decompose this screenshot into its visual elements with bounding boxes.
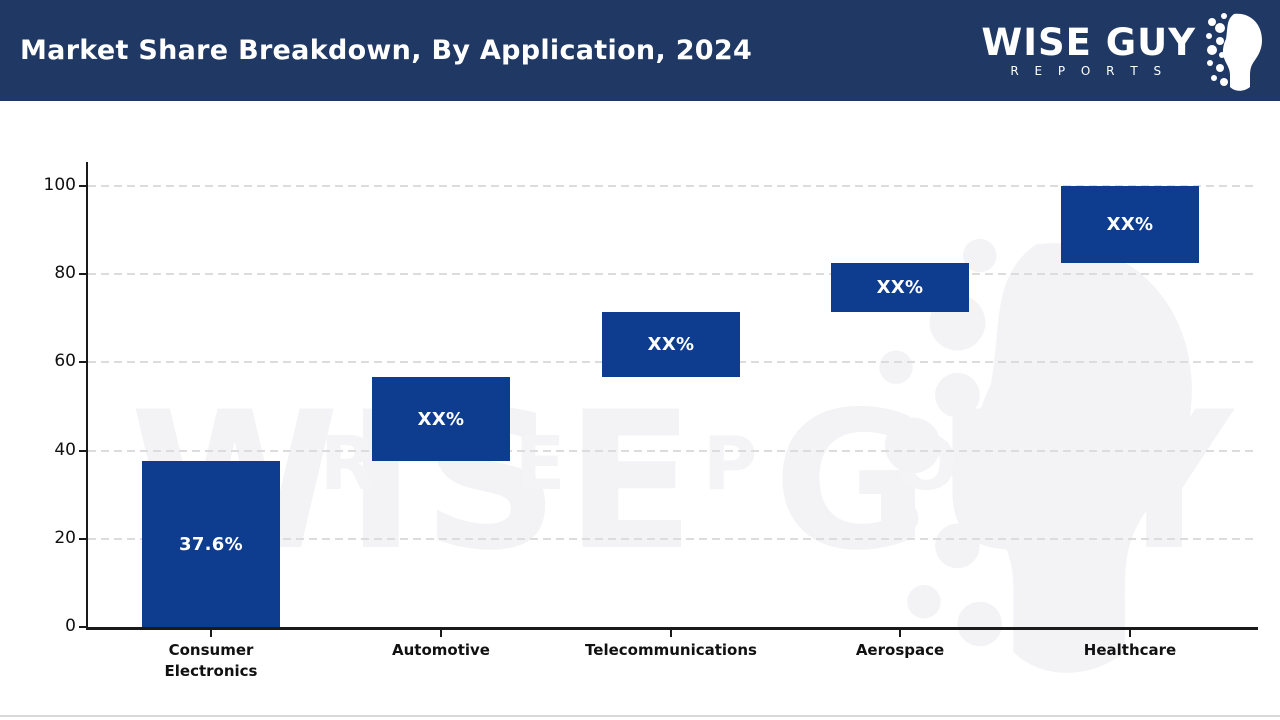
x-tick-mark xyxy=(1129,630,1131,637)
watermark-text-1: WISE GUY xyxy=(130,371,1239,592)
y-axis-tick-label: 20 xyxy=(54,527,76,548)
y-tick-mark xyxy=(79,361,88,364)
y-axis-tick-label: 100 xyxy=(43,175,76,195)
bar-value-label: XX% xyxy=(1106,214,1154,236)
y-tick-mark xyxy=(79,626,88,628)
wiseguy-logo: WISE GUY R E P O R T S xyxy=(981,8,1266,94)
bar-value-label: XX% xyxy=(647,334,695,356)
gridline-100 xyxy=(88,185,1258,187)
header-banner: Market Share Breakdown, By Application, … xyxy=(0,0,1280,101)
bar-value-label: XX% xyxy=(876,277,924,299)
x-axis-label: Automotive xyxy=(392,641,490,659)
bar-segment-3: XX% xyxy=(602,312,740,378)
y-tick-mark xyxy=(79,273,88,276)
bar-value-label: 37.6% xyxy=(179,533,243,555)
x-tick-mark xyxy=(210,630,212,637)
gridline-20 xyxy=(88,537,1258,540)
gridline-80 xyxy=(88,273,1258,276)
x-axis-line xyxy=(86,627,1258,630)
brand-name: WISE GUY xyxy=(981,20,1196,64)
bar-value-label: XX% xyxy=(417,408,465,430)
bar-segment-1: 37.6% xyxy=(142,461,280,627)
y-tick-mark xyxy=(79,537,88,540)
x-axis-label: Aerospace xyxy=(855,641,945,659)
x-tick-mark xyxy=(440,630,442,637)
wiseguy-head-icon xyxy=(1206,12,1262,91)
x-tick-mark xyxy=(899,630,901,637)
x-axis-label: Consumer Electronics xyxy=(164,641,258,680)
x-axis-label: Healthcare xyxy=(1083,641,1177,659)
y-axis-tick-label: 60 xyxy=(54,351,76,372)
y-tick-mark xyxy=(79,449,88,452)
bottom-divider xyxy=(0,715,1280,717)
x-axis-label: Telecommunications xyxy=(585,641,757,659)
bar-segment-4: XX% xyxy=(831,263,969,313)
y-axis-tick-label: 40 xyxy=(54,439,76,460)
brand-subtitle: R E P O R T S xyxy=(1010,63,1168,78)
bar-segment-5: XX% xyxy=(1061,186,1199,264)
y-axis-tick-label: 0 xyxy=(65,616,76,636)
waterfall-chart: WISE GUY R E P O R T S 02040608010037.6%… xyxy=(0,101,1280,715)
bar-segment-2: XX% xyxy=(372,377,510,462)
page-title: Market Share Breakdown, By Application, … xyxy=(20,35,753,66)
wiseguy-logo-text: WISE GUY R E P O R T S xyxy=(981,24,1196,78)
y-tick-mark xyxy=(79,185,88,187)
gridline-40 xyxy=(88,449,1258,452)
x-tick-mark xyxy=(670,630,672,637)
y-axis-line xyxy=(86,162,88,630)
y-axis-tick-label: 80 xyxy=(54,263,76,284)
